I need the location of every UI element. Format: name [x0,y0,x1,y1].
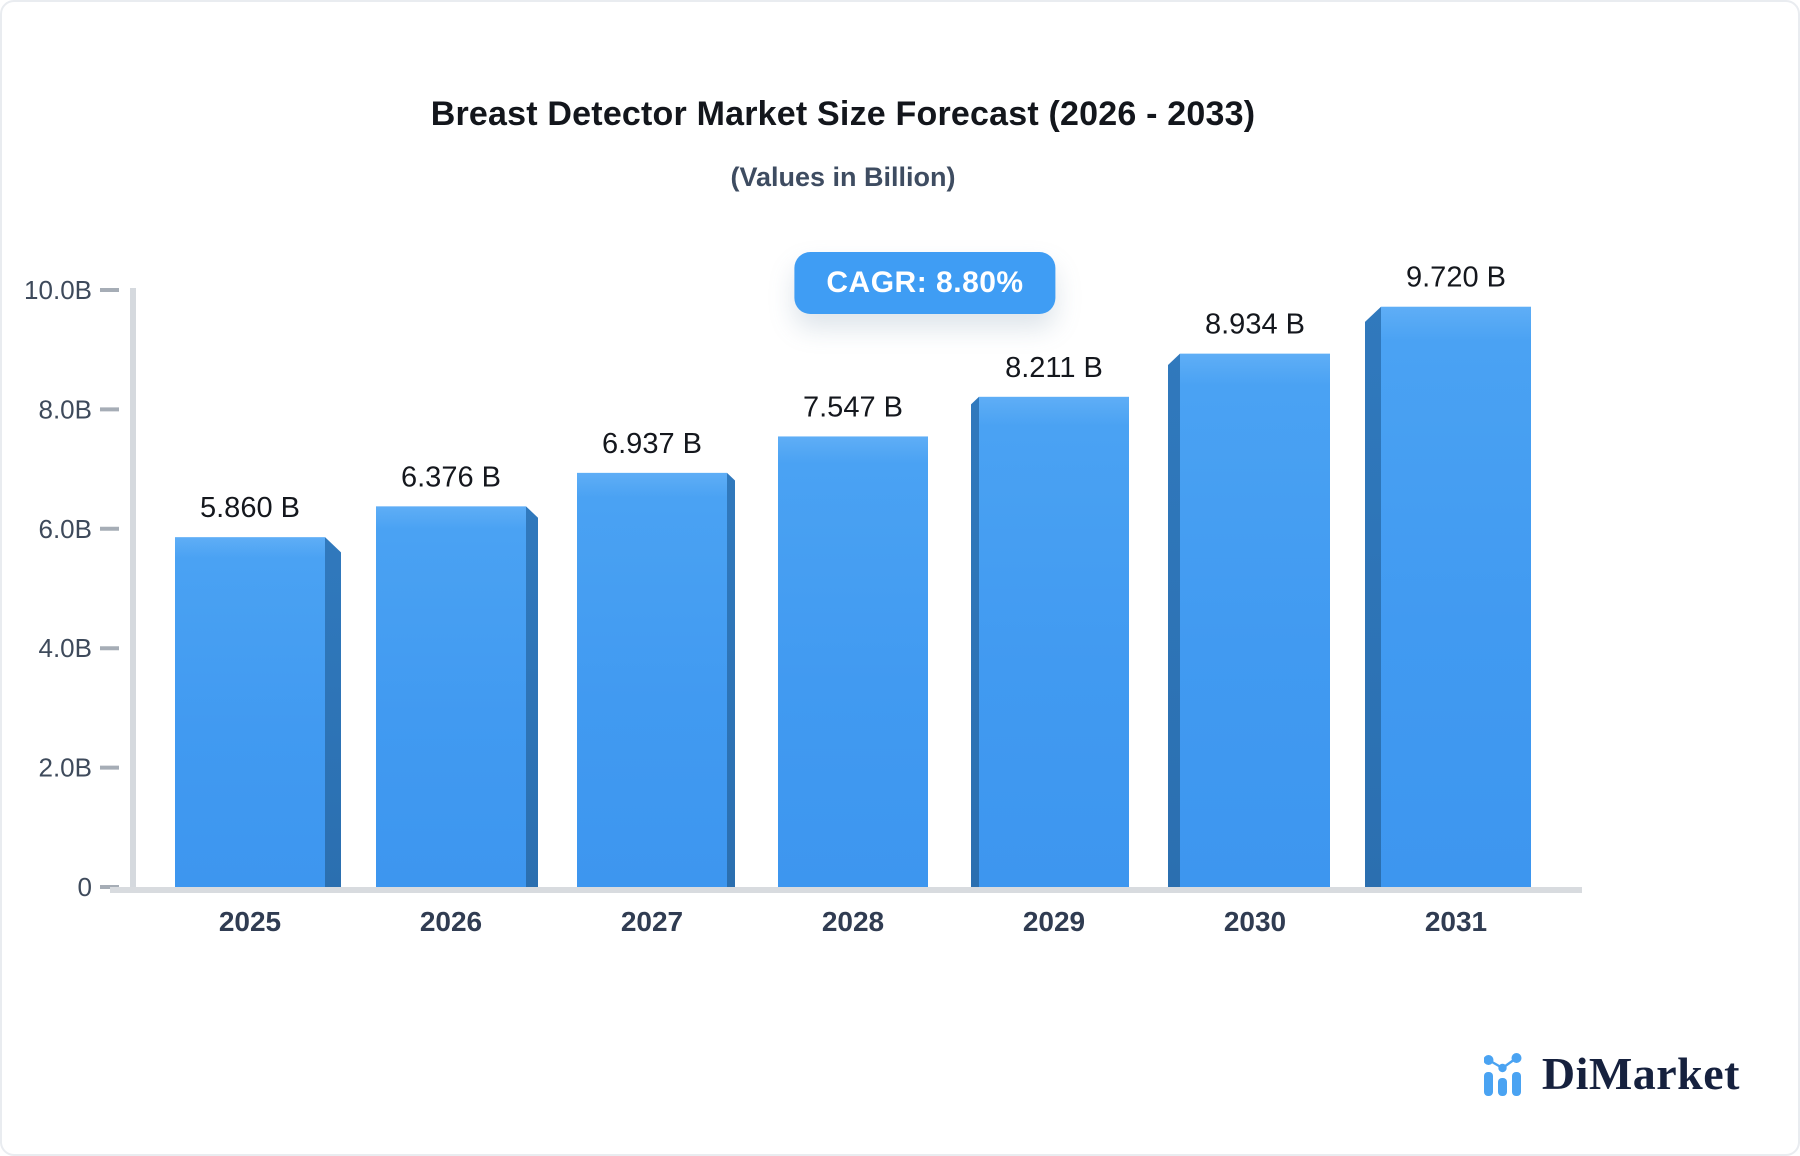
bar-side-face [1365,306,1381,887]
bar-value-label: 8.934 B [1205,309,1305,341]
brand-logo: DiMarket [1483,1047,1740,1100]
x-axis-label: 2025 [219,906,281,937]
y-axis-tick-label: 4.0B [39,633,93,663]
bar-chart-logo-icon [1483,1052,1522,1096]
brand-name: DiMarket [1541,1048,1740,1099]
y-axis-tick-label: 0 [78,872,92,902]
bar [376,506,526,887]
x-axis-label: 2027 [621,906,683,937]
y-axis-tick-label: 6.0B [39,514,93,544]
y-axis-tick-label: 10.0B [24,275,92,305]
x-axis-label: 2031 [1425,906,1487,937]
bar-value-label: 6.376 B [401,461,501,493]
bar-value-label: 8.211 B [1005,352,1103,384]
bar-value-label: 5.860 B [200,492,300,524]
chart-title: Breast Detector Market Size Forecast (20… [430,95,1256,133]
bar-side-face [526,506,538,887]
x-axis-label: 2026 [420,906,482,937]
bar [979,396,1129,887]
chart-subtitle: (Values in Billion) [730,162,956,192]
cagr-badge: CAGR: 8.80% [794,252,1056,314]
bar [1180,353,1330,887]
bar-side-face [325,537,341,887]
y-axis-tick-label: 8.0B [39,394,93,424]
bar-side-face [971,396,979,887]
x-axis-label: 2030 [1224,906,1286,937]
bar [577,472,727,887]
bar-value-label: 6.937 B [602,428,702,460]
bar [778,436,928,887]
bar [1381,306,1531,887]
bar [175,537,325,887]
x-axis-label: 2029 [1023,906,1085,937]
y-axis-tick-label: 2.0B [39,753,93,783]
x-axis-label: 2028 [822,906,884,937]
bar-side-face [1168,353,1180,887]
bar-value-label: 7.547 B [803,391,903,423]
bar-value-label: 9.720 B [1406,262,1506,294]
bar-side-face [727,472,735,887]
chart-header: Breast Detector Market Size Forecast (20… [431,92,1256,193]
